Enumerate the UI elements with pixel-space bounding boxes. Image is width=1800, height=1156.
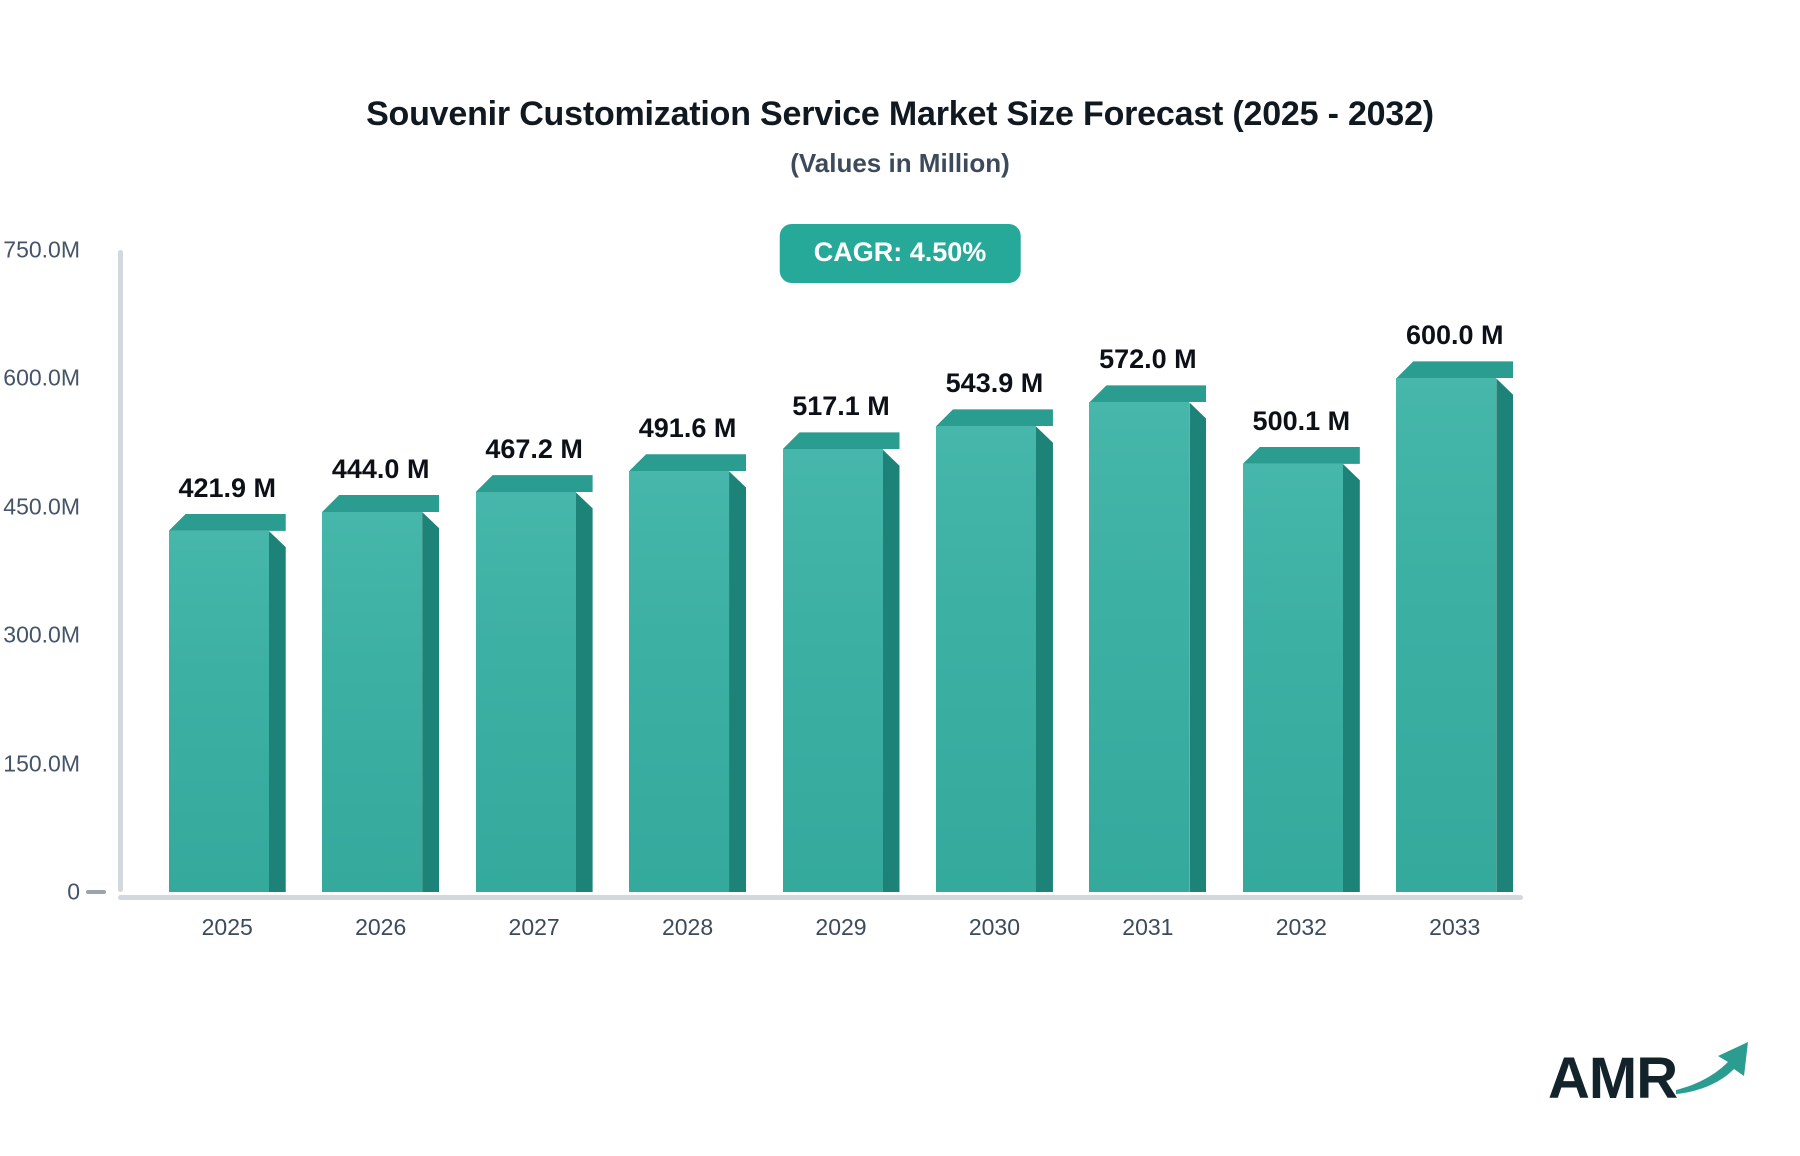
bar-side-face — [1189, 402, 1207, 892]
x-axis-tick-label: 2032 — [1275, 914, 1327, 940]
bar-column[interactable] — [629, 454, 747, 892]
x-axis-tick-label: 2025 — [201, 914, 253, 940]
bar-column[interactable] — [168, 513, 286, 892]
bar-column[interactable] — [1396, 361, 1514, 892]
bar-value-label: 421.9 M — [178, 472, 276, 503]
bar-front-face — [322, 511, 423, 892]
bar-side-face — [882, 449, 900, 892]
bar-side-face — [1342, 463, 1360, 892]
chart-subtitle: (Values in Million) — [790, 148, 1010, 178]
bar-value-label: 467.2 M — [485, 434, 583, 465]
bar-top-face — [782, 432, 900, 450]
bar-top-face — [322, 494, 440, 512]
bar-column[interactable] — [1089, 385, 1207, 892]
bar-top-face — [629, 454, 747, 472]
bar-top-face — [475, 475, 593, 493]
x-axis-tick-label: 2027 — [508, 914, 560, 940]
x-axis-tick-label: 2029 — [815, 914, 867, 940]
cagr-badge: CAGR: 4.50% — [779, 224, 1021, 283]
x-axis-tick-label: 2030 — [968, 914, 1021, 940]
y-axis-tick-label: 450.0M — [3, 493, 80, 520]
bar-front-face — [629, 471, 730, 892]
logo-text: AMR — [1548, 1046, 1678, 1111]
bar-column[interactable] — [782, 432, 900, 892]
y-axis-line — [118, 250, 123, 892]
bar-top-face — [935, 409, 1053, 427]
x-axis-tick-label: 2028 — [661, 914, 714, 940]
y-axis-tick-label: 750.0M — [3, 236, 80, 263]
bar-column[interactable] — [475, 475, 593, 892]
bar-top-face — [168, 513, 286, 531]
bar-side-face — [268, 530, 286, 892]
page-title: Souvenir Customization Service Market Si… — [366, 95, 1434, 133]
plot-area: 0 150.0M 300.0M 450.0M 600.0M 750.0M 421.9 M 4… — [3, 237, 1523, 940]
growth-arrow-icon — [1676, 1042, 1748, 1094]
y-axis-tick-label: 300.0M — [3, 621, 80, 648]
x-axis-tick-label: 2033 — [1429, 914, 1481, 940]
bar-value-label: 517.1 M — [792, 391, 890, 422]
bar-top-face — [1396, 361, 1514, 379]
bar-top-face — [1242, 446, 1360, 464]
bar-front-face — [782, 449, 883, 892]
bar-front-face — [1242, 463, 1343, 892]
bar-front-face — [1396, 378, 1497, 892]
bar-value-label: 491.6 M — [638, 413, 737, 444]
x-axis-tick-label: 2026 — [355, 914, 407, 940]
y-axis-tick-label: 600.0M — [3, 364, 80, 391]
bar-value-label: 444.0 M — [331, 453, 430, 484]
bar-value-label: 500.1 M — [1252, 405, 1351, 436]
bar-front-face — [475, 492, 576, 892]
bar-side-face — [1496, 378, 1514, 892]
bar-column[interactable] — [322, 494, 440, 892]
bar-side-face — [1035, 426, 1053, 892]
bar-front-face — [935, 426, 1036, 892]
bar-column[interactable] — [1242, 446, 1360, 892]
bar-column[interactable] — [935, 409, 1053, 892]
bar-front-face — [1089, 402, 1190, 892]
x-axis-line — [118, 895, 1523, 900]
bar-side-face — [575, 492, 593, 892]
y-axis-tick-label: 0 — [67, 878, 80, 905]
bar-value-label: 572.0 M — [1099, 344, 1197, 375]
bar-side-face — [729, 471, 747, 892]
bar-top-face — [1089, 385, 1207, 403]
bar-value-label: 600.0 M — [1405, 320, 1504, 351]
bar-value-label: 543.9 M — [945, 368, 1044, 399]
bar-side-face — [422, 511, 440, 892]
y-axis-tick-label: 150.0M — [3, 750, 80, 777]
amr-logo: AMR — [1548, 1030, 1748, 1116]
x-axis-tick-label: 2031 — [1122, 914, 1174, 940]
bar-front-face — [168, 530, 269, 892]
y-axis-zero-tick — [86, 890, 106, 894]
